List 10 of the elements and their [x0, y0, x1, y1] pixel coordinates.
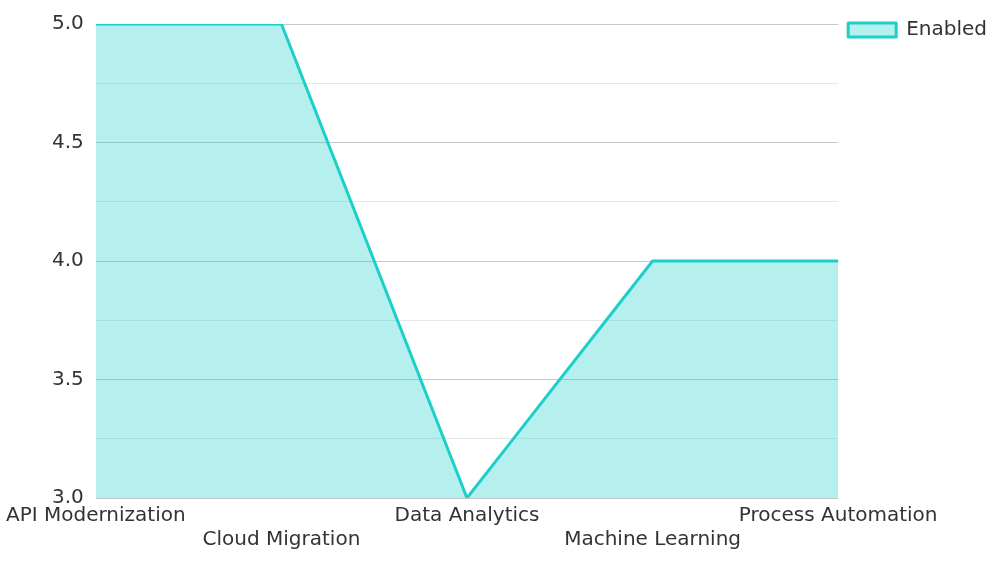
- y-tick-label: 3.5: [52, 365, 84, 390]
- legend-label: Enabled: [906, 16, 988, 41]
- y-tick-label: 4.5: [52, 128, 84, 153]
- x-tick-label: Process Automation: [738, 502, 938, 527]
- x-tick-label: Cloud Migration: [202, 526, 361, 551]
- x-tick-label: Data Analytics: [394, 502, 540, 527]
- x-tick-label: API Modernization: [5, 502, 186, 527]
- y-tick-label: 4.0: [52, 247, 84, 272]
- y-tick-label: 5.0: [52, 10, 84, 35]
- x-tick-label: Machine Learning: [564, 526, 742, 551]
